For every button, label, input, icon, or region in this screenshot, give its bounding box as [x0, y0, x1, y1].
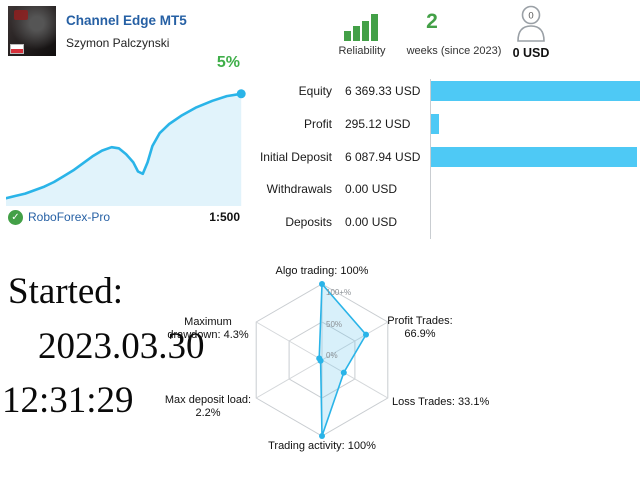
- radar-label-algo-trading: Algo trading: 100%: [275, 265, 369, 277]
- page-title[interactable]: Channel Edge MT5: [66, 13, 187, 28]
- stats-row-bar: [431, 113, 440, 134]
- leverage-value: 1:500: [209, 210, 240, 224]
- stats-row-value: 0.00 USD: [345, 182, 398, 197]
- stats-row-label: Withdrawals: [266, 182, 332, 197]
- stats-row: Profit 295.12 USD: [248, 108, 640, 140]
- stats-row: Withdrawals 0.00 USD: [248, 173, 640, 205]
- stats-row-value: 6 369.33 USD: [345, 84, 421, 98]
- reliability-bars-icon: [344, 14, 382, 41]
- poland-flag-icon: [10, 44, 24, 54]
- radar-label-max-deposit-line1: Max deposit load:: [164, 394, 252, 406]
- weeks-count: 2: [426, 10, 438, 33]
- stats-row-value: 0.00 USD: [345, 215, 398, 230]
- stats-row-value: 295.12 USD: [345, 116, 411, 131]
- started-label: Started:: [8, 271, 124, 312]
- radar-label-loss-trades: Loss Trades: 33.1%: [392, 396, 490, 408]
- stats-row-label: Profit: [303, 116, 332, 131]
- radar-scale-0: 0%: [326, 351, 338, 360]
- stats-row: Initial Deposit 6 087.94 USD: [248, 141, 640, 173]
- stats-table: Equity 6 369.33 USD Profit 295.12 USD Initia…: [248, 75, 640, 241]
- radar-label-max-drawdown-line1: Maximum: [184, 316, 232, 328]
- radar-label-profit-trades: Profit Trades: 66.9%: [380, 315, 460, 341]
- radar-label-max-deposit-load: Max deposit load: 2.2%: [156, 394, 260, 420]
- radar-label-max-deposit-line2: 2.2%: [195, 407, 221, 419]
- author-name: Szymon Palczynski: [66, 36, 170, 50]
- started-time: 12:31:29: [2, 380, 134, 421]
- started-date: 2023.03.30: [38, 326, 205, 367]
- radar-label-profit-trades-line1: Profit Trades:: [387, 315, 453, 327]
- radar-label-max-drawdown-line2: drawdown: 4.3%: [167, 329, 249, 341]
- users-count: 0: [528, 11, 533, 22]
- radar-label-profit-trades-line2: 66.9%: [404, 328, 436, 340]
- stats-row-label: Deposits: [285, 215, 332, 230]
- avatar[interactable]: [8, 6, 56, 56]
- stats-row-label: Initial Deposit: [259, 149, 332, 164]
- growth-chart: [6, 89, 246, 206]
- stats-row-value: 6 087.94 USD: [345, 149, 421, 164]
- stats-row: Deposits 0.00 USD: [248, 206, 640, 238]
- reliability-label: Reliability: [338, 45, 386, 57]
- radar-scale-50: 50%: [326, 320, 343, 329]
- stats-row: Equity 6 369.33 USD: [248, 75, 640, 107]
- price-label: 0 USD: [512, 46, 550, 60]
- growth-percent: 5%: [216, 54, 240, 71]
- stats-row-bar: [431, 146, 637, 167]
- radar-label-maximum-drawdown: Maximum drawdown: 4.3%: [156, 316, 260, 342]
- avatar-photo-detail: [14, 10, 28, 20]
- broker-link[interactable]: RoboForex-Pro: [28, 210, 111, 224]
- radar-label-trading-activity: Trading activity: 100%: [268, 440, 376, 452]
- stats-row-label: Equity: [298, 84, 332, 98]
- price-person-icon: 0: [517, 5, 545, 42]
- stats-row-bar: [431, 81, 640, 101]
- radar-scale-100: 100+%: [326, 288, 352, 297]
- weeks-label: weeks (since 2023): [406, 45, 502, 57]
- verified-check-icon: ✓: [8, 210, 23, 225]
- stats-divider: [430, 79, 431, 239]
- radar-chart: [255, 281, 389, 439]
